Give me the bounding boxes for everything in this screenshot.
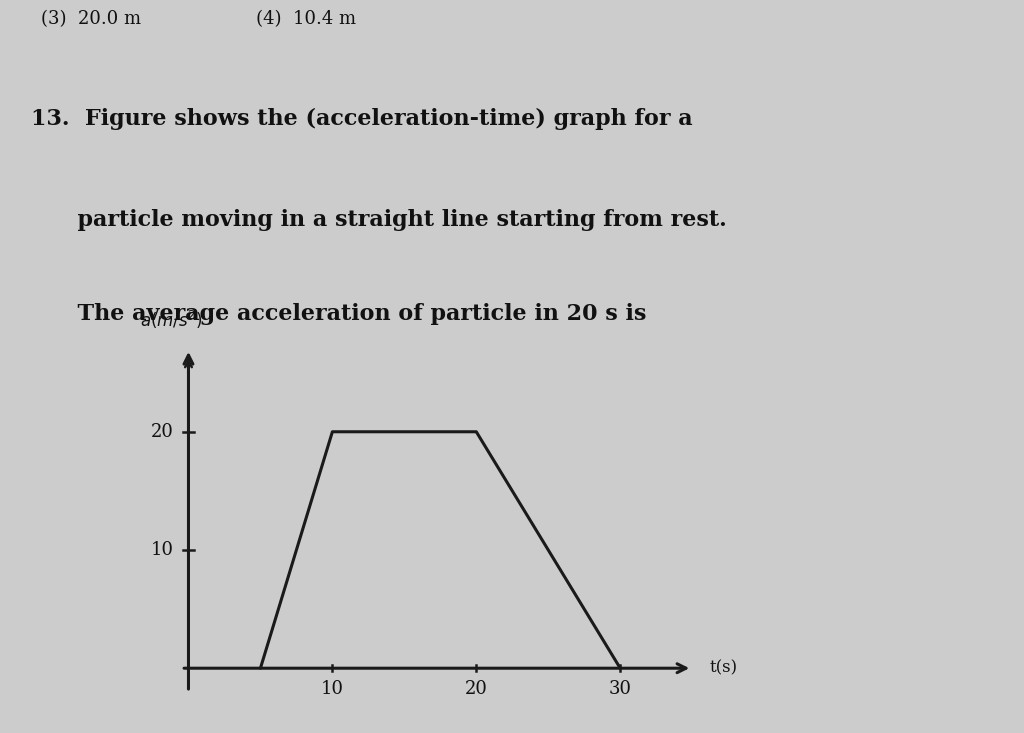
Text: $a(m/s^2)$: $a(m/s^2)$ <box>139 309 203 331</box>
Text: 10: 10 <box>152 541 174 559</box>
Text: (3)  20.0 m                    (4)  10.4 m: (3) 20.0 m (4) 10.4 m <box>41 10 356 28</box>
Text: 20: 20 <box>152 423 174 441</box>
Text: t(s): t(s) <box>710 660 737 677</box>
Text: 10: 10 <box>321 680 344 698</box>
Text: particle moving in a straight line starting from rest.: particle moving in a straight line start… <box>31 209 726 231</box>
Text: 30: 30 <box>608 680 632 698</box>
Text: 13.  Figure shows the (acceleration-time) graph for a: 13. Figure shows the (acceleration-time)… <box>31 108 692 130</box>
Text: The average acceleration of particle in 20 s is: The average acceleration of particle in … <box>31 303 646 325</box>
Text: 20: 20 <box>465 680 487 698</box>
